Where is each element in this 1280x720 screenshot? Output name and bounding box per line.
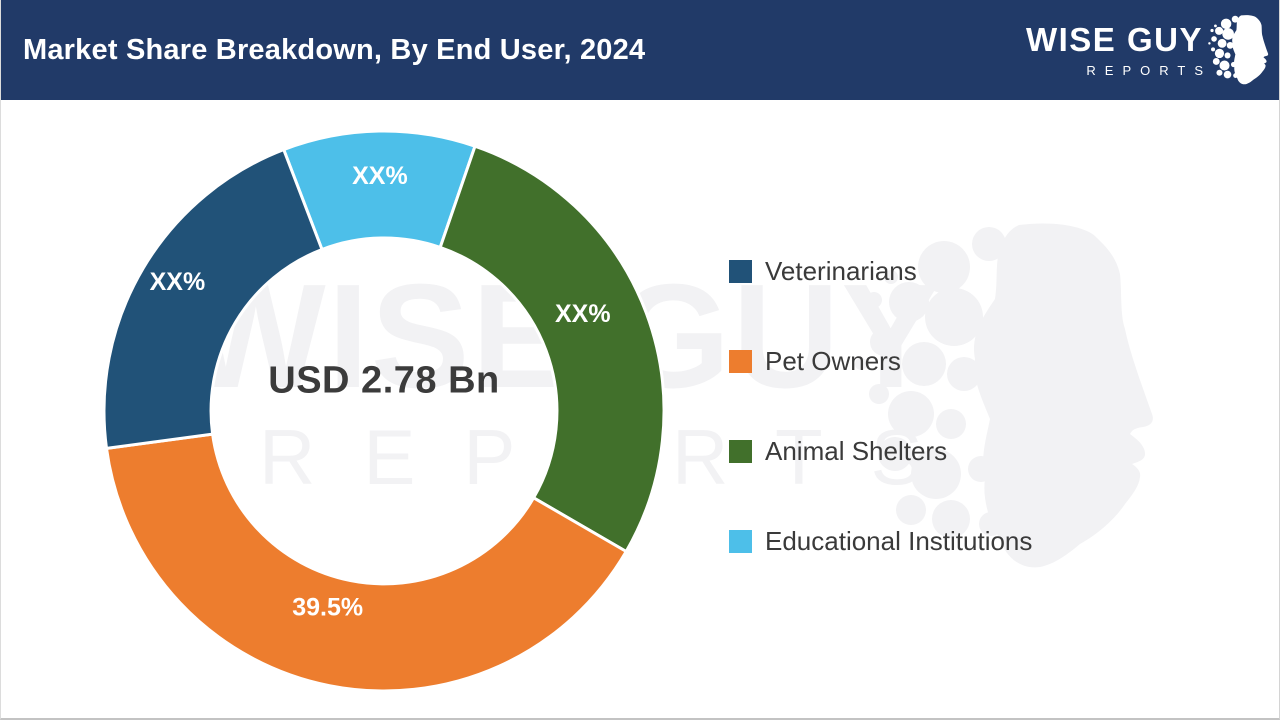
legend-item-pet-owners: Pet Owners bbox=[729, 346, 1032, 376]
legend-swatch-icon bbox=[729, 530, 752, 553]
donut-center-value: USD 2.78 Bn bbox=[268, 359, 500, 402]
brand-name: WISE GUY bbox=[1025, 20, 1203, 58]
legend-label: Veterinarians bbox=[765, 256, 917, 286]
donut-segment-label: XX% bbox=[555, 300, 611, 328]
brand-logo: WISE GUY REPORTS bbox=[1026, 0, 1271, 100]
legend-item-veterinarians: Veterinarians bbox=[729, 256, 1032, 286]
legend-swatch-icon bbox=[729, 260, 752, 283]
chart-legend: Veterinarians Pet Owners Animal Shelters Ed… bbox=[729, 256, 1032, 620]
legend-item-educational-institutions: Educational Institutions bbox=[729, 526, 1032, 556]
page-title: Market Share Breakdown, By End User, 202… bbox=[23, 33, 646, 66]
donut-segment-label: 39.5% bbox=[292, 594, 363, 622]
legend-swatch-icon bbox=[729, 440, 752, 463]
brand-face-icon bbox=[1207, 14, 1271, 86]
brand-logo-text: WISE GUY REPORTS bbox=[1026, 23, 1203, 78]
donut-segment-pet-owners bbox=[104, 432, 629, 693]
legend-label: Animal Shelters bbox=[765, 436, 948, 466]
legend-item-animal-shelters: Animal Shelters bbox=[729, 436, 1032, 466]
donut-chart: XX% XX% 39.5% XX% bbox=[102, 129, 666, 693]
donut-segment-label: XX% bbox=[150, 268, 206, 296]
legend-swatch-icon bbox=[729, 350, 752, 373]
header-bar: Market Share Breakdown, By End User, 202… bbox=[1, 0, 1279, 100]
legend-label: Educational Institutions bbox=[765, 526, 1033, 556]
brand-subtitle: REPORTS bbox=[1086, 62, 1212, 78]
donut-segment-label: XX% bbox=[352, 162, 408, 190]
donut-segment-veterinarians bbox=[102, 147, 324, 451]
donut-segment-animal-shelters bbox=[438, 144, 666, 554]
legend-label: Pet Owners bbox=[765, 346, 901, 376]
